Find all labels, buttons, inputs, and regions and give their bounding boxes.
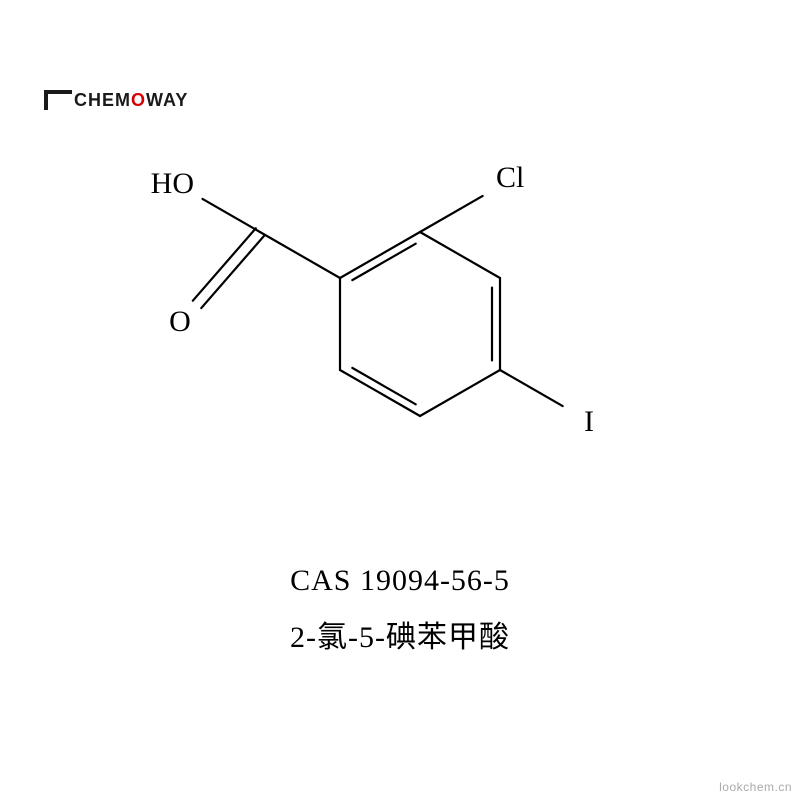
svg-text:Cl: Cl xyxy=(496,161,524,194)
svg-text:O: O xyxy=(169,305,191,338)
figure-canvas: CHEM O WAY ClIHOO CAS 19094-56-5 2-氯-5-碘… xyxy=(0,0,800,800)
compound-name: 2-氯-5-碘苯甲酸 xyxy=(0,612,800,656)
watermark: lookchem.cn xyxy=(719,780,792,794)
svg-text:I: I xyxy=(584,405,594,438)
svg-text:HO: HO xyxy=(151,167,194,200)
structure-diagram: Cl I HO O xyxy=(0,0,800,565)
cas-number: CAS 19094-56-5 xyxy=(0,564,800,598)
